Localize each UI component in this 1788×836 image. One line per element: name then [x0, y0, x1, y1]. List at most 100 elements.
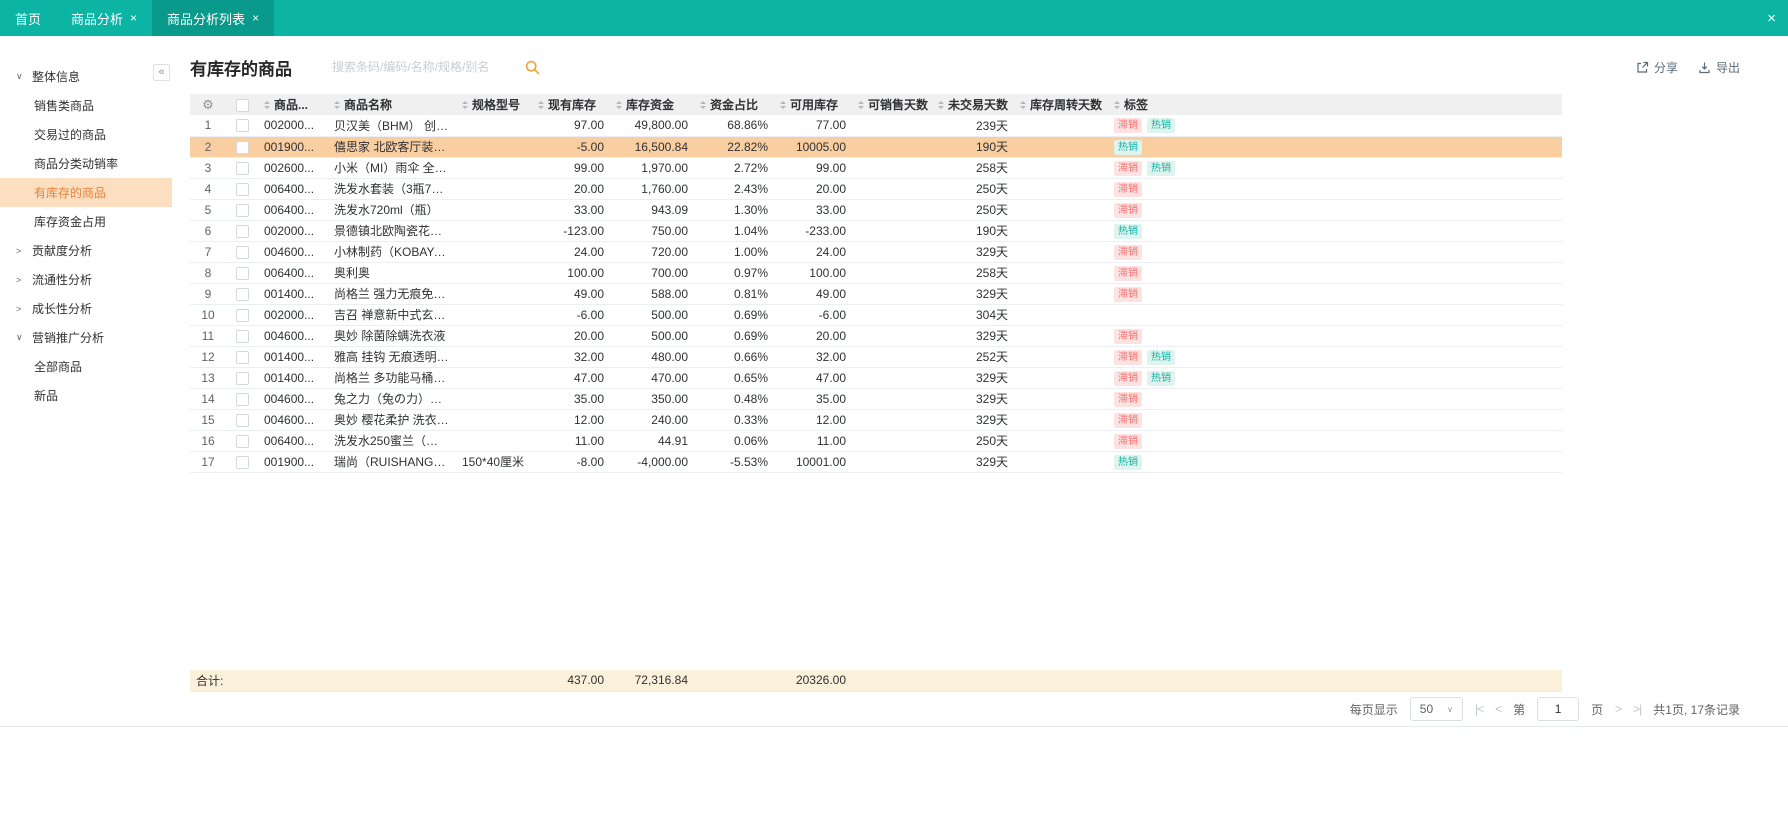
table-row[interactable]: 16 006400... 洗发水250蜜兰（袋） 11.00 44.91 0.06% 11.…: [190, 430, 1562, 452]
page-number-input[interactable]: [1537, 697, 1580, 721]
tab-label: 商品分析: [71, 11, 124, 27]
topbar-close-button[interactable]: ×: [1767, 9, 1776, 27]
page-size-select[interactable]: 50 ∨: [1409, 697, 1463, 721]
sidebar-item-new-products[interactable]: 新品: [0, 381, 172, 410]
sidebar-group-marketing-analysis[interactable]: ∨ 营销推广分析: [0, 323, 172, 352]
row-checkbox[interactable]: [235, 203, 249, 217]
sidebar-item-traded-products[interactable]: 交易过的商品: [0, 120, 172, 149]
table-row[interactable]: 7004600...小林制药（KOBAYASHI）日24.00720.001.0…: [190, 241, 1562, 263]
sidebar-item-sales-products[interactable]: 销售类商品: [0, 91, 172, 120]
sort-icon[interactable]: [858, 100, 864, 109]
sidebar-group-contribution-analysis[interactable]: > 贡献度分析: [0, 236, 172, 265]
table-row[interactable]: 14004600...兔之力（兔の力）粘毛器粘35.00350.000.48%3…: [190, 388, 1562, 410]
row-checkbox[interactable]: [235, 161, 249, 175]
row-checkbox[interactable]: [235, 224, 249, 238]
cell-spec: 150*40厘米: [456, 451, 532, 473]
last-page-button[interactable]: >|: [1633, 702, 1642, 716]
sidebar-item-all-products[interactable]: 全部商品: [0, 352, 172, 381]
column-header-code[interactable]: 商品...: [258, 94, 328, 115]
prev-page-button[interactable]: <: [1495, 702, 1502, 716]
column-header-no-trade-days[interactable]: 未交易天数: [932, 94, 1014, 115]
column-header-name[interactable]: 商品名称: [328, 94, 456, 115]
table-row[interactable]: 6 002000...景德镇北欧陶瓷花瓶摆件 优 -123.00750.001.04…: [190, 220, 1562, 242]
chevron-down-icon: ∨: [1447, 704, 1453, 714]
cell-code: 001400...: [258, 346, 328, 368]
sidebar-group-circulation-analysis[interactable]: > 流通性分析: [0, 265, 172, 294]
tab-product-analysis-list[interactable]: 商品分析列表 ×: [152, 0, 275, 36]
sort-icon[interactable]: [780, 100, 786, 109]
sidebar-item-inventory-fund-occupied[interactable]: 库存资金占用: [0, 207, 172, 236]
row-checkbox[interactable]: [235, 455, 249, 469]
sort-icon[interactable]: [700, 100, 706, 109]
table-row[interactable]: 8 006400... 奥利奥 100.00 700.00 0.97% 100.00 258天…: [190, 262, 1562, 284]
cell-stock: 24.00: [532, 241, 610, 263]
sort-icon[interactable]: [1020, 100, 1026, 109]
column-header-tags[interactable]: 标签: [1108, 94, 1220, 115]
row-number: 1: [190, 115, 226, 137]
column-header-spec[interactable]: 规格型号: [456, 94, 532, 115]
table-row[interactable]: 17 001900...瑞尚（RUISHANG） 卧室装150*40厘米-8.00…: [190, 451, 1562, 473]
sidebar-item-in-stock-products[interactable]: 有库存的商品: [0, 178, 172, 207]
tab-product-analysis[interactable]: 商品分析 ×: [56, 0, 152, 36]
column-header-ratio[interactable]: 资金占比: [694, 94, 774, 115]
row-checkbox[interactable]: [235, 182, 249, 196]
row-checkbox[interactable]: [235, 392, 249, 406]
row-checkbox[interactable]: [235, 434, 249, 448]
sort-icon[interactable]: [1114, 100, 1120, 109]
tab-home[interactable]: 首页: [0, 0, 56, 36]
sidebar-group-overall-info[interactable]: ∨ 整体信息: [0, 62, 172, 91]
sort-icon[interactable]: [334, 100, 340, 109]
table-row[interactable]: 5 006400... 洗发水720ml（瓶） 33.00 943.09 1.30% 33.…: [190, 199, 1562, 221]
tab-close-icon[interactable]: ×: [130, 11, 138, 25]
column-label: 现有库存: [548, 98, 597, 112]
column-header-sell-days[interactable]: 可销售天数: [852, 94, 932, 115]
column-header-stock[interactable]: 现有库存: [532, 94, 610, 115]
sort-icon[interactable]: [264, 100, 270, 109]
table-row[interactable]: 11 004600... 奥妙 除菌除螨洗衣液 20.00 500.00 0.69% 20.…: [190, 325, 1562, 347]
sidebar-group-growth-analysis[interactable]: > 成长性分析: [0, 294, 172, 323]
row-checkbox[interactable]: [235, 329, 249, 343]
row-checkbox[interactable]: [235, 413, 249, 427]
cell-fund: 1,760.00: [610, 178, 694, 200]
table-row[interactable]: 2 001900...僖思家 北欧客厅装饰画卧室 -5.0016,500.8422.…: [190, 136, 1562, 158]
first-page-button[interactable]: |<: [1474, 702, 1484, 716]
row-checkbox[interactable]: [235, 287, 249, 301]
column-settings-icon[interactable]: ⚙: [202, 96, 214, 112]
column-header-fund[interactable]: 库存资金: [610, 94, 694, 115]
search-icon[interactable]: [525, 60, 540, 75]
row-checkbox[interactable]: [235, 140, 249, 154]
sort-icon[interactable]: [616, 100, 622, 109]
row-number: 17: [190, 451, 226, 473]
row-checkbox[interactable]: [235, 308, 249, 322]
column-header-turnover-days[interactable]: 库存周转天数: [1014, 94, 1108, 115]
export-button[interactable]: 导出: [1698, 59, 1740, 76]
sidebar-item-category-sell-rate[interactable]: 商品分类动销率: [0, 149, 172, 178]
table-row[interactable]: 4006400...洗发水套装（3瓶720ml+1瓶20.001,760.002…: [190, 178, 1562, 200]
row-checkbox[interactable]: [235, 266, 249, 280]
sort-icon[interactable]: [938, 100, 944, 109]
next-page-button[interactable]: >: [1615, 702, 1622, 716]
row-checkbox[interactable]: [235, 119, 249, 133]
search-input[interactable]: [332, 60, 517, 74]
column-header-available[interactable]: 可用库存: [774, 94, 852, 115]
tag-slow: 滞销: [1114, 202, 1142, 218]
sort-icon[interactable]: [462, 100, 468, 109]
row-checkbox[interactable]: [235, 245, 249, 259]
select-all-checkbox[interactable]: [235, 98, 249, 112]
row-checkbox[interactable]: [235, 371, 249, 385]
row-checkbox[interactable]: [235, 350, 249, 364]
row-number: 5: [190, 199, 226, 221]
sort-icon[interactable]: [538, 100, 544, 109]
cell-no-trade-days: 329天: [932, 409, 1014, 431]
tab-close-icon[interactable]: ×: [252, 11, 260, 25]
share-button[interactable]: 分享: [1636, 59, 1678, 76]
table-row[interactable]: 1 002000...贝汉美（BHM） 创意北欧陶瓷 97.0049,800.006…: [190, 115, 1562, 137]
cell-sell-days: [852, 304, 932, 326]
sidebar-collapse-button[interactable]: «: [153, 64, 170, 81]
